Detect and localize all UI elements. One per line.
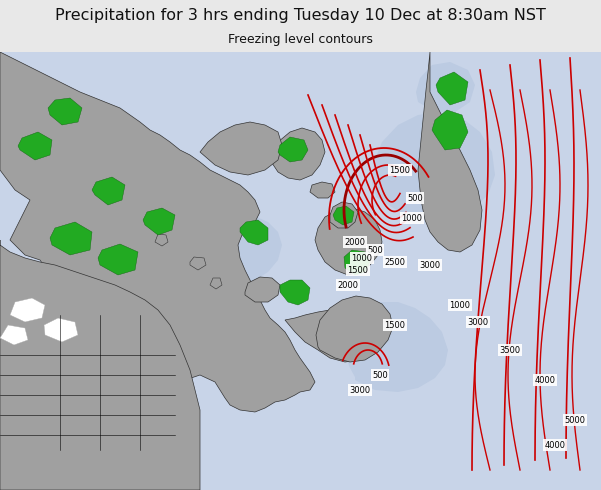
Polygon shape xyxy=(200,122,282,175)
Polygon shape xyxy=(240,220,268,245)
Text: Precipitation for 3 hrs ending Tuesday 10 Dec at 8:30am NST: Precipitation for 3 hrs ending Tuesday 1… xyxy=(55,8,546,23)
Polygon shape xyxy=(330,202,358,228)
Polygon shape xyxy=(50,222,92,255)
Polygon shape xyxy=(270,128,325,180)
Polygon shape xyxy=(0,325,28,345)
Polygon shape xyxy=(98,244,138,275)
Text: 3000: 3000 xyxy=(419,261,441,270)
Polygon shape xyxy=(310,182,335,198)
Text: 1500: 1500 xyxy=(389,166,410,174)
Polygon shape xyxy=(315,208,382,275)
Text: 3000: 3000 xyxy=(349,386,371,394)
Polygon shape xyxy=(175,212,282,290)
Polygon shape xyxy=(432,110,468,150)
Polygon shape xyxy=(190,257,206,270)
Text: 3500: 3500 xyxy=(499,345,520,354)
Polygon shape xyxy=(344,250,370,275)
Text: 1500: 1500 xyxy=(347,266,368,274)
Polygon shape xyxy=(210,278,222,289)
Polygon shape xyxy=(344,302,448,392)
Polygon shape xyxy=(143,208,175,235)
Polygon shape xyxy=(155,234,168,246)
Polygon shape xyxy=(372,112,495,218)
Polygon shape xyxy=(0,52,315,412)
Polygon shape xyxy=(316,296,393,362)
Text: 1500: 1500 xyxy=(385,320,406,329)
Polygon shape xyxy=(245,277,280,302)
Polygon shape xyxy=(418,52,482,252)
Polygon shape xyxy=(333,206,354,225)
Polygon shape xyxy=(436,72,468,105)
Text: 1000: 1000 xyxy=(450,300,471,310)
Text: 4000: 4000 xyxy=(545,441,566,449)
Text: 1000: 1000 xyxy=(401,214,423,222)
Text: 2000: 2000 xyxy=(344,238,365,246)
Text: 500: 500 xyxy=(367,245,383,254)
Text: Freezing level contours: Freezing level contours xyxy=(228,32,373,46)
Polygon shape xyxy=(18,132,52,160)
Text: 5000: 5000 xyxy=(564,416,585,424)
Text: 3000: 3000 xyxy=(468,318,489,326)
Polygon shape xyxy=(92,177,125,205)
Text: 500: 500 xyxy=(407,194,423,202)
Text: 1000: 1000 xyxy=(352,253,373,263)
Text: 2000: 2000 xyxy=(338,280,359,290)
Text: 4000: 4000 xyxy=(534,375,555,385)
Polygon shape xyxy=(44,318,78,342)
Polygon shape xyxy=(48,98,82,125)
Text: 500: 500 xyxy=(372,370,388,379)
Polygon shape xyxy=(280,280,310,305)
Polygon shape xyxy=(278,137,308,162)
Polygon shape xyxy=(0,240,200,490)
Polygon shape xyxy=(285,308,375,362)
Polygon shape xyxy=(10,298,45,322)
Polygon shape xyxy=(416,62,475,112)
Text: 2500: 2500 xyxy=(385,258,406,267)
